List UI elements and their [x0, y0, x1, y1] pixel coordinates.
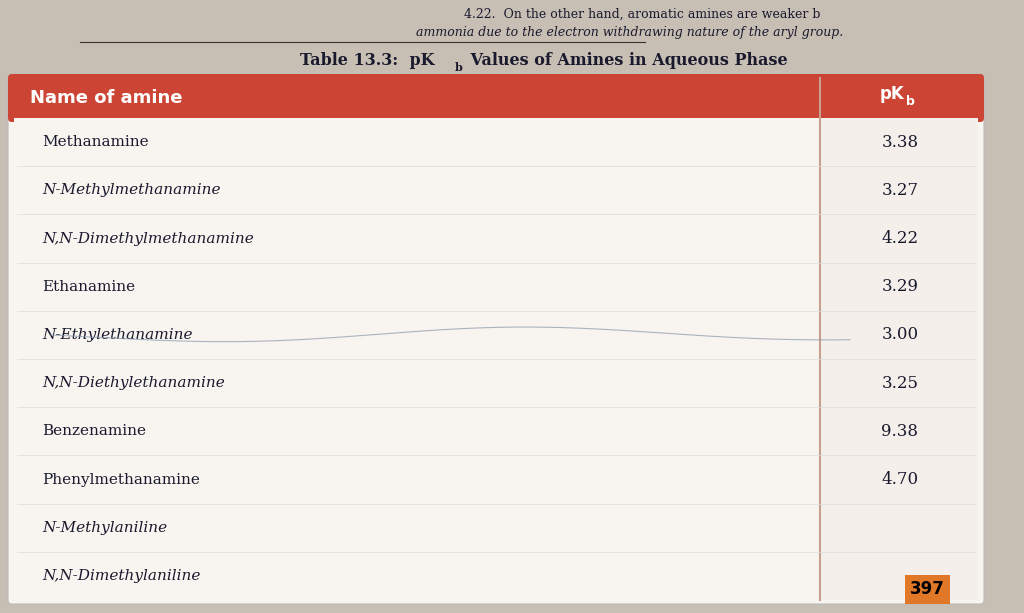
Text: pK: pK: [880, 85, 904, 103]
Text: 9.38: 9.38: [882, 423, 919, 440]
Text: N,N-Diethylethanamine: N,N-Diethylethanamine: [42, 376, 224, 390]
Text: 4.22: 4.22: [882, 230, 919, 247]
Text: Benzenamine: Benzenamine: [42, 424, 146, 438]
Bar: [14, 166, 820, 215]
Text: 3.29: 3.29: [882, 278, 919, 295]
Bar: [14, 311, 820, 359]
Text: Ethanamine: Ethanamine: [42, 280, 135, 294]
Bar: [14, 359, 820, 407]
Text: 397: 397: [910, 580, 945, 598]
Text: 4.70: 4.70: [882, 471, 919, 488]
Text: 3.38: 3.38: [882, 134, 919, 151]
Bar: [14, 552, 820, 600]
Text: Phenylmethanamine: Phenylmethanamine: [42, 473, 200, 487]
Bar: [820, 552, 978, 600]
Bar: [820, 407, 978, 455]
Text: 4.22.  On the other hand, aromatic amines are weaker b: 4.22. On the other hand, aromatic amines…: [464, 8, 820, 21]
Text: b: b: [455, 62, 463, 73]
Bar: [14, 262, 820, 311]
Bar: [12, 98, 980, 118]
Text: 3.00: 3.00: [882, 326, 919, 343]
Bar: [14, 407, 820, 455]
Text: N-Ethylethanamine: N-Ethylethanamine: [42, 328, 193, 342]
Text: Table 13.3:  pK: Table 13.3: pK: [300, 52, 434, 69]
Text: N,N-Dimethylaniline: N,N-Dimethylaniline: [42, 569, 201, 583]
Text: Name of amine: Name of amine: [30, 89, 182, 107]
Bar: [820, 118, 978, 166]
Bar: [820, 215, 978, 262]
Text: N-Methylmethanamine: N-Methylmethanamine: [42, 183, 220, 197]
Text: N-Methylaniline: N-Methylaniline: [42, 520, 167, 535]
Text: Values of Amines in Aqueous Phase: Values of Amines in Aqueous Phase: [465, 52, 787, 69]
FancyBboxPatch shape: [8, 74, 984, 122]
Text: N,N-Dimethylmethanamine: N,N-Dimethylmethanamine: [42, 232, 254, 245]
Text: Methanamine: Methanamine: [42, 135, 148, 149]
FancyBboxPatch shape: [8, 74, 984, 604]
Bar: [820, 359, 978, 407]
Text: b: b: [905, 94, 914, 107]
Text: 3.25: 3.25: [882, 375, 919, 392]
Bar: [820, 262, 978, 311]
Bar: [14, 215, 820, 262]
Bar: [14, 504, 820, 552]
Bar: [14, 118, 820, 166]
Bar: [820, 166, 978, 215]
Bar: [14, 455, 820, 504]
Text: ammonia due to the electron withdrawing nature of the aryl group.: ammonia due to the electron withdrawing …: [417, 26, 844, 39]
Bar: [820, 455, 978, 504]
Text: 3.27: 3.27: [882, 182, 919, 199]
Bar: [820, 311, 978, 359]
Bar: [820, 504, 978, 552]
